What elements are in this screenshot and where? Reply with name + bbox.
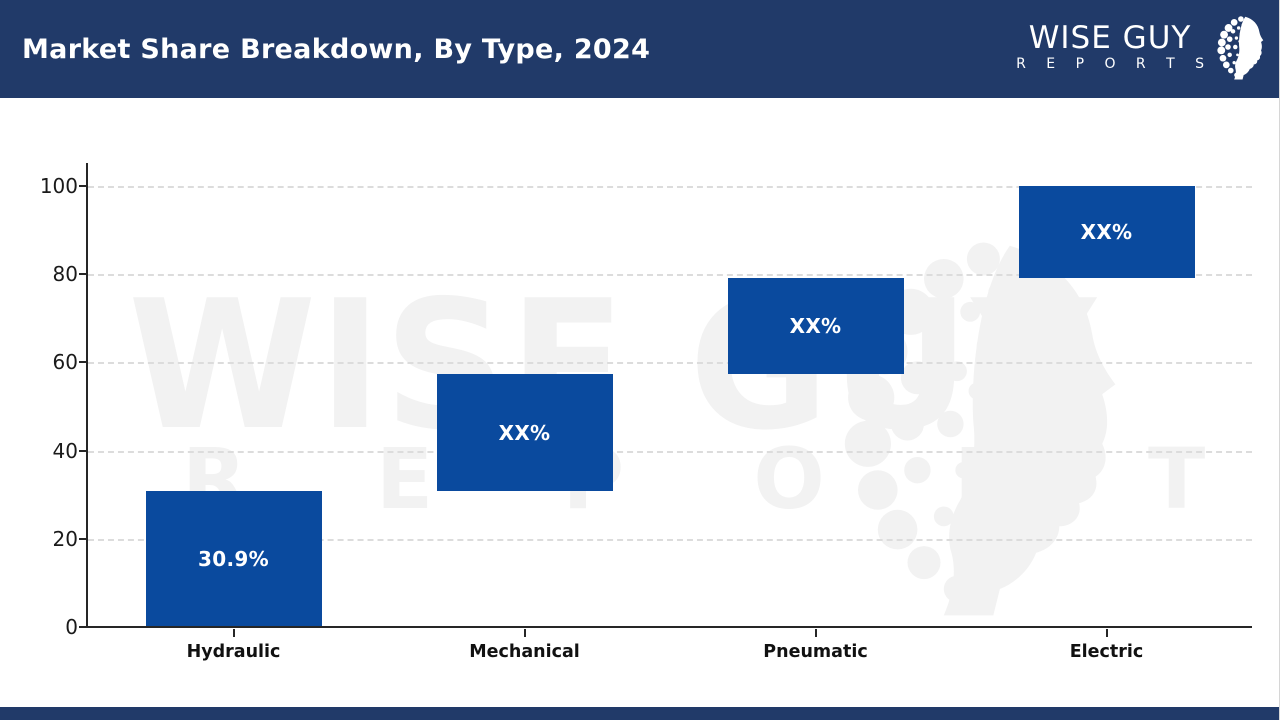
bar-mechanical: XX% bbox=[436, 374, 613, 491]
bar-value-label-mechanical: XX% bbox=[498, 420, 551, 445]
x-category-label-electric: Electric bbox=[1069, 642, 1144, 662]
y-tick-label-80: 80 bbox=[52, 262, 78, 287]
gridline-40 bbox=[88, 450, 1252, 453]
header: Market Share Breakdown, By Type, 2024 WI… bbox=[0, 0, 1279, 98]
plot-area: 0 20 40 60 80 100 30.9% Hydraulic XX% Mechanical X… bbox=[40, 174, 1252, 662]
x-category-label-pneumatic: Pneumatic bbox=[763, 642, 868, 662]
y-tick-mark-20 bbox=[79, 537, 88, 540]
dotted-head-icon bbox=[1214, 8, 1270, 86]
gridline-20 bbox=[88, 538, 1252, 541]
bar-pneumatic: XX% bbox=[727, 277, 904, 375]
page-title: Market Share Breakdown, By Type, 2024 bbox=[22, 33, 651, 65]
x-tick-mark-electric bbox=[1105, 629, 1108, 637]
gridline-80 bbox=[88, 274, 1252, 277]
x-axis-spine bbox=[86, 626, 1252, 628]
brand-name: WISE GUY bbox=[1028, 20, 1192, 57]
y-tick-label-40: 40 bbox=[52, 438, 78, 463]
x-tick-mark-pneumatic bbox=[814, 629, 817, 637]
x-tick-mark-hydraulic bbox=[232, 629, 235, 637]
y-axis-spine bbox=[86, 163, 88, 628]
y-tick-label-0: 0 bbox=[65, 615, 78, 639]
brand-logo-text: WISE GUY R E P O R T S bbox=[1008, 21, 1212, 72]
y-tick-label-100: 100 bbox=[39, 174, 78, 198]
y-tick-label-60: 60 bbox=[52, 350, 78, 375]
x-category-label-hydraulic: Hydraulic bbox=[186, 642, 281, 662]
y-tick-mark-60 bbox=[79, 361, 88, 364]
footer-band bbox=[0, 707, 1279, 720]
y-tick-mark-100 bbox=[79, 185, 88, 187]
bar-electric: XX% bbox=[1018, 186, 1195, 278]
brand-subtitle: R E P O R T S bbox=[1016, 56, 1212, 73]
brand-logo: WISE GUY R E P O R T S bbox=[1008, 8, 1270, 86]
gridline-60 bbox=[88, 362, 1252, 365]
bar-value-label-hydraulic: 30.9% bbox=[198, 546, 269, 571]
y-tick-mark-0 bbox=[79, 626, 88, 628]
bar-value-label-electric: XX% bbox=[1080, 219, 1133, 244]
y-tick-mark-40 bbox=[79, 449, 88, 452]
x-tick-mark-mechanical bbox=[523, 629, 526, 637]
gridline-100 bbox=[88, 186, 1252, 188]
y-tick-label-20: 20 bbox=[52, 526, 78, 551]
bar-value-label-pneumatic: XX% bbox=[789, 314, 842, 338]
y-tick-mark-80 bbox=[79, 273, 88, 276]
bar-hydraulic: 30.9% bbox=[145, 490, 322, 627]
x-category-label-mechanical: Mechanical bbox=[469, 642, 580, 662]
